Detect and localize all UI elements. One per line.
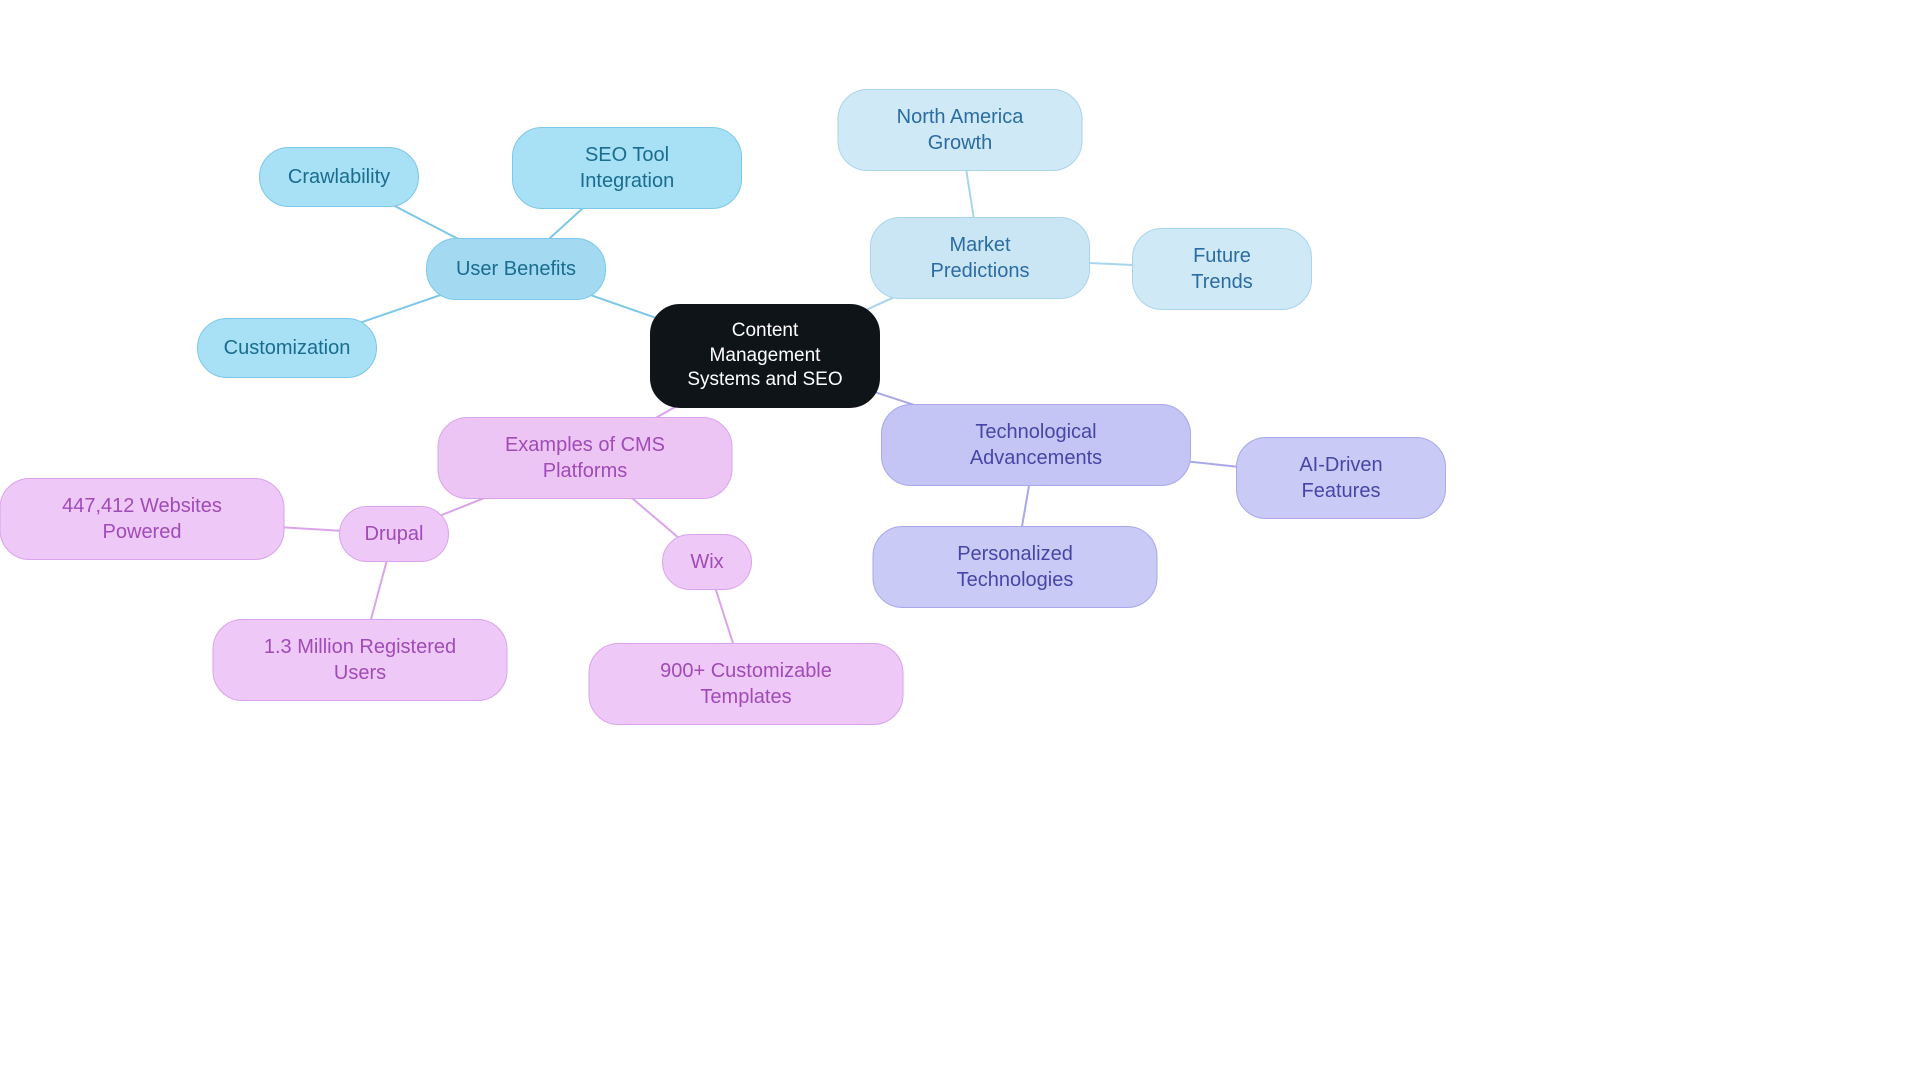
node-examples: Examples of CMS Platforms <box>438 417 733 499</box>
node-user_benefits: User Benefits <box>426 238 606 300</box>
node-templates: 900+ Customizable Templates <box>589 643 904 725</box>
node-seo_tool: SEO Tool Integration <box>512 127 742 209</box>
node-personalized: Personalized Technologies <box>873 526 1158 608</box>
node-websites_powered: 447,412 Websites Powered <box>0 478 285 560</box>
node-customization: Customization <box>197 318 377 378</box>
node-drupal: Drupal <box>339 506 449 562</box>
node-wix: Wix <box>662 534 752 590</box>
node-registered_users: 1.3 Million Registered Users <box>213 619 508 701</box>
node-na_growth: North America Growth <box>838 89 1083 171</box>
node-future_trends: Future Trends <box>1132 228 1312 310</box>
node-center: Content Management Systems and SEO <box>650 304 880 408</box>
node-market: Market Predictions <box>870 217 1090 299</box>
node-ai_driven: AI-Driven Features <box>1236 437 1446 519</box>
node-tech_adv: Technological Advancements <box>881 404 1191 486</box>
node-crawlability: Crawlability <box>259 147 419 207</box>
